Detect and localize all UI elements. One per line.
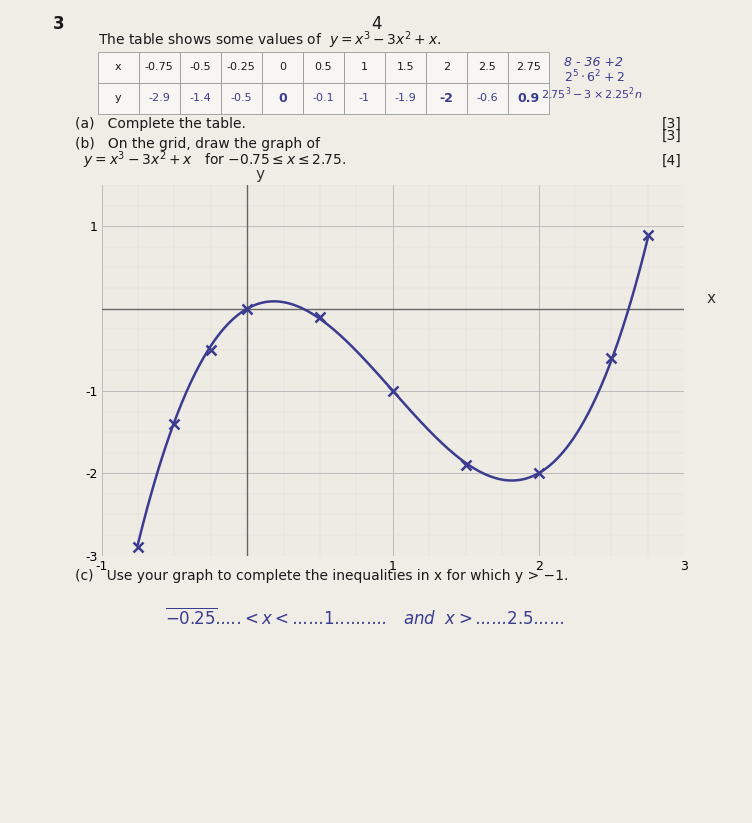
Text: $y = x^3 - 3x^2 + x$   for $-0.75 \leq x \leq 2.75$.: $y = x^3 - 3x^2 + x$ for $-0.75 \leq x \… xyxy=(75,149,346,170)
Text: 4: 4 xyxy=(371,15,381,33)
Text: -0.5: -0.5 xyxy=(190,63,211,72)
Text: -2: -2 xyxy=(439,91,453,105)
Text: 3: 3 xyxy=(53,15,64,33)
Text: [3]: [3] xyxy=(662,129,681,143)
Text: [4]: [4] xyxy=(662,154,681,168)
Text: (c)   Use your graph to complete the inequalities in x for which y > −1.: (c) Use your graph to complete the inequ… xyxy=(75,570,569,584)
Text: -0.25: -0.25 xyxy=(227,63,256,72)
Text: x: x xyxy=(706,291,715,306)
Text: (b)   On the grid, draw the graph of: (b) On the grid, draw the graph of xyxy=(75,137,320,151)
Text: -1.4: -1.4 xyxy=(190,93,211,103)
Text: 0: 0 xyxy=(279,63,286,72)
Text: -1: -1 xyxy=(359,93,370,103)
Text: 2.5: 2.5 xyxy=(478,63,496,72)
Text: 0: 0 xyxy=(278,91,287,105)
Text: (a)   Complete the table.: (a) Complete the table. xyxy=(75,117,246,131)
Text: $2^5 \cdot 6^2 + 2$: $2^5 \cdot 6^2 + 2$ xyxy=(564,68,625,86)
Text: 2: 2 xyxy=(443,63,450,72)
Text: -2.9: -2.9 xyxy=(148,93,170,103)
Text: 1: 1 xyxy=(361,63,368,72)
Text: [3]: [3] xyxy=(662,117,681,131)
Text: -0.6: -0.6 xyxy=(477,93,499,103)
Text: 8 - 36 +2: 8 - 36 +2 xyxy=(564,56,623,69)
Text: x: x xyxy=(115,63,122,72)
Text: 1.5: 1.5 xyxy=(396,63,414,72)
Text: -0.75: -0.75 xyxy=(145,63,174,72)
Text: y: y xyxy=(115,93,122,103)
Text: $\overline{-0.25}$.....$< x <$......$1$..........   and  $x >$......$2.5$......: $\overline{-0.25}$.....$< x <$......$1$.… xyxy=(165,608,566,630)
Text: -0.5: -0.5 xyxy=(231,93,252,103)
Text: y: y xyxy=(256,166,265,182)
Text: 0.9: 0.9 xyxy=(517,91,539,105)
Text: $2.75^3 - 3 \times 2.25^2 n$: $2.75^3 - 3 \times 2.25^2 n$ xyxy=(541,86,643,102)
Text: 0.5: 0.5 xyxy=(314,63,332,72)
Text: -1.9: -1.9 xyxy=(395,93,417,103)
Text: The table shows some values of  $y = x^3 - 3x^2 + x.$: The table shows some values of $y = x^3 … xyxy=(98,30,441,51)
Text: 2.75: 2.75 xyxy=(516,63,541,72)
Text: -0.1: -0.1 xyxy=(313,93,334,103)
